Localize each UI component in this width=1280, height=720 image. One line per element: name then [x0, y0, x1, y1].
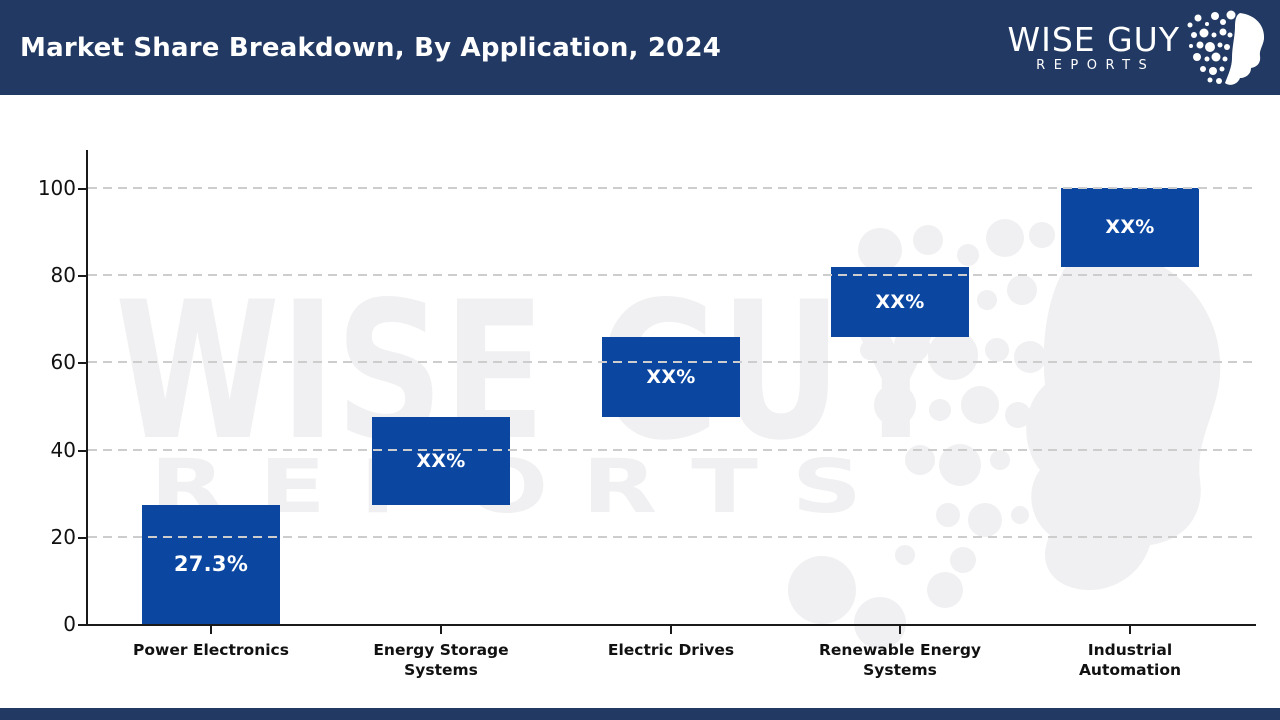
bar	[372, 416, 510, 505]
x-axis-line	[86, 624, 1256, 626]
y-tick	[78, 536, 86, 539]
category-label: Renewable Energy Systems	[818, 641, 982, 680]
x-tick	[440, 626, 442, 634]
x-tick	[670, 626, 672, 634]
category-label: Electric Drives	[607, 641, 735, 659]
y-tick	[78, 275, 86, 278]
bar-value-label: XX%	[1105, 216, 1155, 239]
bar-value-label: 27.3%	[173, 552, 249, 577]
category-label: Energy Storage Systems	[373, 641, 509, 680]
brand-logo: WISE GUY REPORTS	[1007, 9, 1280, 87]
y-tick-label: 40	[50, 437, 76, 462]
bar-value-label: XX%	[646, 366, 696, 388]
y-tick-label: 80	[50, 263, 76, 288]
bar-value-label: XX%	[875, 291, 925, 313]
y-tick	[78, 188, 86, 190]
bar	[142, 504, 280, 624]
y-tick-label: 0	[63, 612, 76, 636]
y-tick	[78, 362, 86, 365]
bar	[602, 337, 740, 417]
x-tick	[1129, 626, 1131, 634]
gridline	[88, 448, 1256, 451]
logo-wordmark-sub: REPORTS	[1036, 57, 1156, 73]
logo-wordmark: WISE GUY REPORTS	[1007, 23, 1180, 73]
page-title: Market Share Breakdown, By Application, …	[20, 32, 722, 63]
bar-value-label: XX%	[416, 449, 466, 472]
gridline	[88, 361, 1256, 364]
gridline	[88, 274, 1256, 277]
header: Market Share Breakdown, By Application, …	[0, 0, 1280, 95]
y-tick-label: 60	[50, 350, 76, 375]
gridline	[88, 535, 1256, 538]
y-tick	[78, 449, 86, 452]
gridline	[88, 187, 1256, 189]
dotted-head-icon	[1187, 10, 1265, 85]
y-tick-label: 20	[50, 524, 76, 549]
category-label: Power Electronics	[133, 641, 289, 659]
plot-area: 0 20 40 60 80 100 27.3% Power Electronics XX% Ene…	[0, 95, 1280, 708]
x-tick	[210, 626, 212, 634]
y-axis-line	[86, 150, 88, 626]
logo-wordmark-main: WISE GUY	[1007, 19, 1180, 59]
x-tick	[899, 626, 901, 634]
y-tick-label: 100	[37, 176, 76, 200]
footer-bar	[0, 708, 1280, 720]
chart-area: WISE GUY R E P O R T S 02040608010027.3%…	[0, 95, 1280, 708]
category-label: Industrial Automation	[1078, 641, 1182, 680]
y-tick	[78, 624, 86, 626]
